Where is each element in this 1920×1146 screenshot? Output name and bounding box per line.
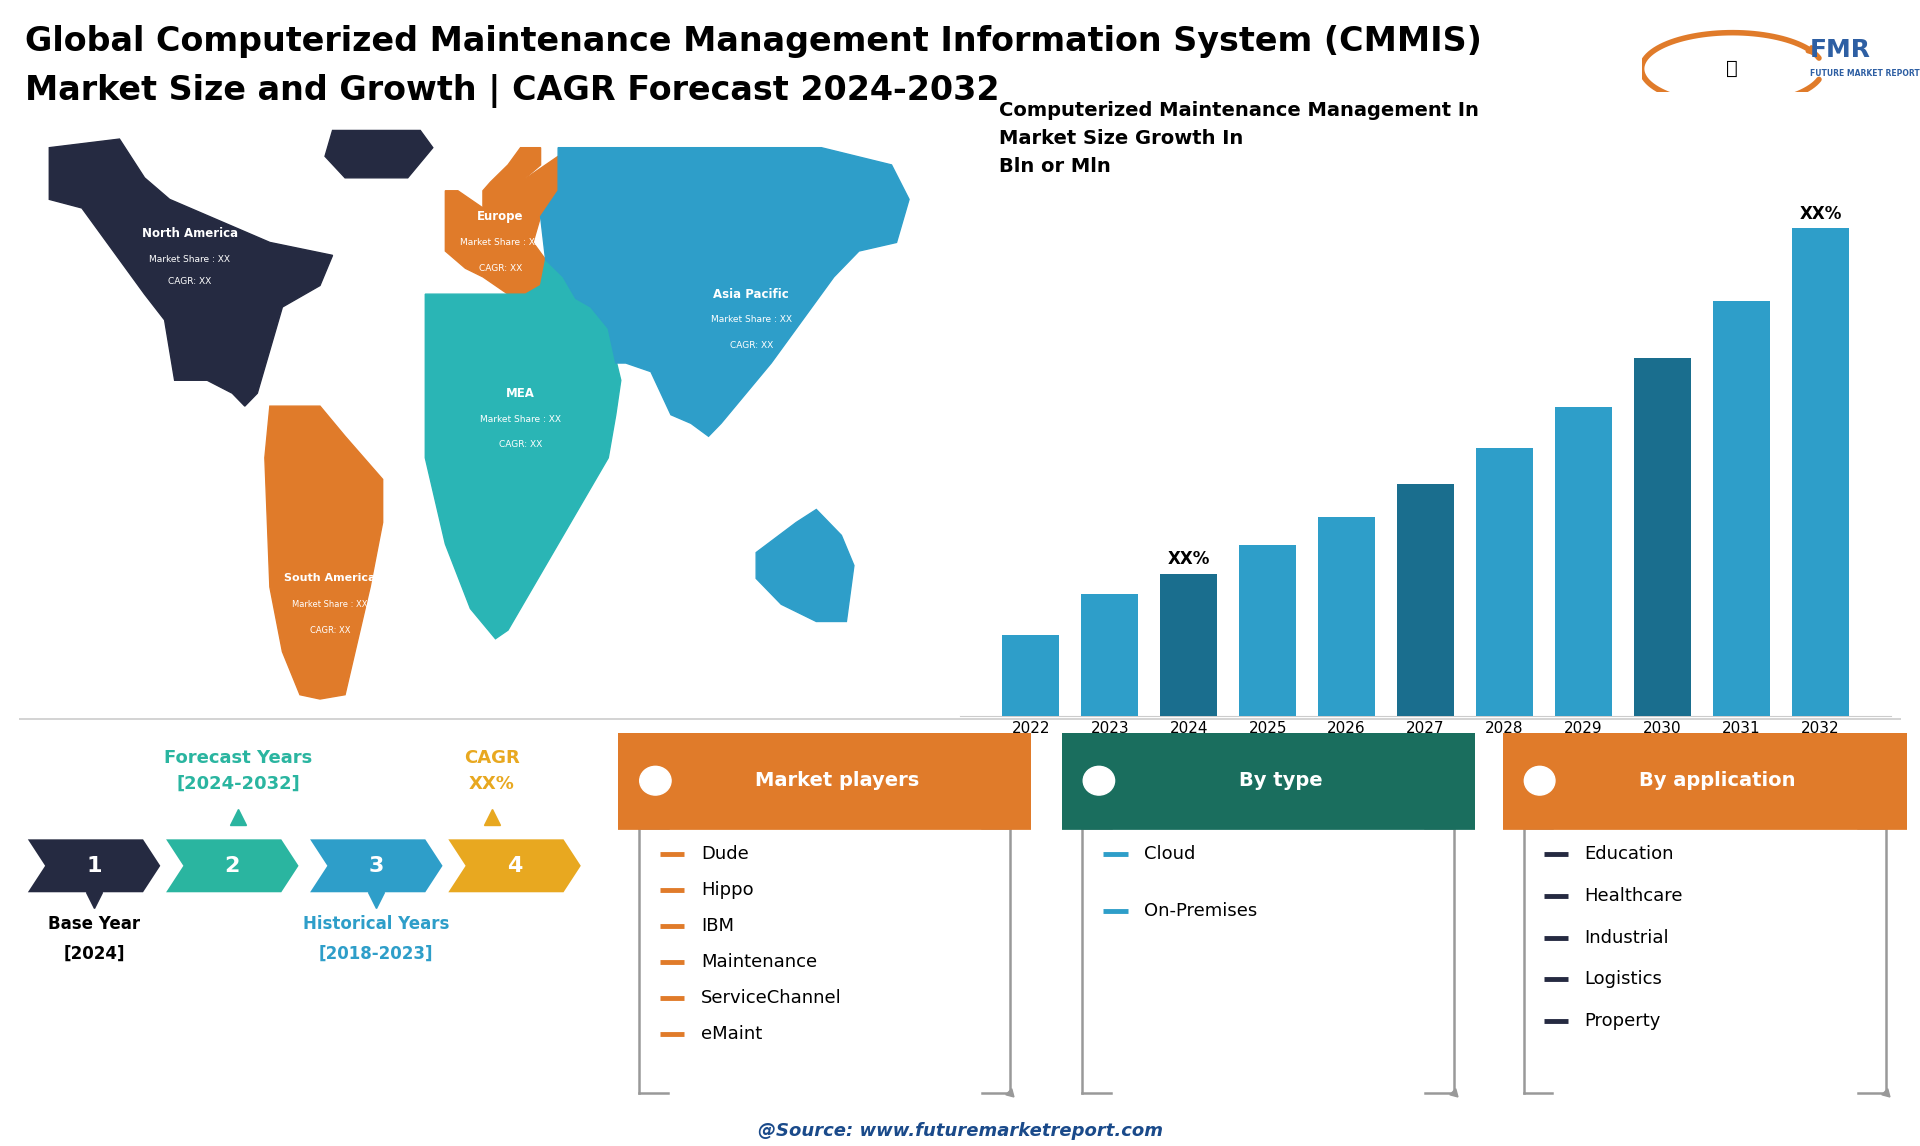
Text: Europe: Europe [478, 210, 524, 223]
Text: Market Size and Growth | CAGR Forecast 2024-2032: Market Size and Growth | CAGR Forecast 2… [25, 74, 1000, 109]
Bar [1476, 448, 1532, 716]
Bar [1634, 359, 1692, 716]
Polygon shape [445, 156, 559, 295]
Text: CAGR: XX: CAGR: XX [730, 342, 772, 351]
Polygon shape [484, 148, 541, 207]
Bar [1791, 228, 1849, 716]
Text: Forecast Years: Forecast Years [163, 748, 313, 767]
FancyBboxPatch shape [1490, 731, 1920, 830]
Text: South America: South America [284, 573, 376, 583]
Bar [1398, 485, 1453, 716]
Circle shape [1083, 767, 1116, 795]
Polygon shape [424, 260, 620, 638]
Text: Cloud: Cloud [1144, 846, 1196, 863]
Text: Market Share : XX: Market Share : XX [710, 315, 791, 324]
Text: Healthcare: Healthcare [1584, 887, 1682, 905]
Text: Maintenance: Maintenance [701, 953, 816, 972]
Bar [1238, 545, 1296, 716]
Text: Base Year: Base Year [48, 915, 140, 933]
Polygon shape [797, 295, 808, 320]
Polygon shape [447, 839, 582, 893]
Text: MEA: MEA [507, 386, 536, 400]
Text: Market Share : XX: Market Share : XX [480, 415, 561, 424]
Polygon shape [541, 148, 908, 437]
Polygon shape [165, 839, 300, 893]
Text: XX%: XX% [1799, 204, 1841, 222]
Text: CAGR: XX: CAGR: XX [478, 264, 522, 273]
Text: CAGR: CAGR [463, 748, 520, 767]
Text: eMaint: eMaint [701, 1025, 762, 1043]
Bar [1713, 301, 1770, 716]
Polygon shape [50, 139, 332, 406]
Text: @Source: www.futuremarketreport.com: @Source: www.futuremarketreport.com [758, 1122, 1162, 1140]
Bar [1081, 595, 1139, 716]
Text: FMR: FMR [1811, 38, 1872, 62]
Text: Property: Property [1584, 1012, 1661, 1030]
Text: On-Premises: On-Premises [1144, 902, 1258, 920]
Text: Industrial: Industrial [1584, 928, 1668, 947]
Bar [1002, 635, 1060, 716]
Polygon shape [27, 839, 159, 893]
Text: Computerized Maintenance Management In
Market Size Growth In
Bln or Mln: Computerized Maintenance Management In M… [998, 102, 1478, 176]
Text: Hippo: Hippo [701, 881, 753, 900]
Text: Market players: Market players [755, 771, 920, 791]
Polygon shape [559, 295, 616, 406]
Text: Market Share : XX: Market Share : XX [150, 256, 230, 265]
Bar [1160, 574, 1217, 716]
Text: Market Share : XX: Market Share : XX [292, 599, 369, 609]
Text: IBM: IBM [701, 917, 733, 935]
Text: CAGR: XX: CAGR: XX [169, 276, 211, 285]
Text: [2018-2023]: [2018-2023] [319, 945, 434, 964]
Circle shape [1524, 767, 1555, 795]
Text: CAGR: XX: CAGR: XX [309, 626, 349, 635]
Text: Logistics: Logistics [1584, 971, 1663, 988]
FancyBboxPatch shape [1046, 731, 1490, 830]
Text: ServiceChannel: ServiceChannel [701, 989, 841, 1007]
Text: Asia Pacific: Asia Pacific [712, 288, 789, 300]
Text: XX%: XX% [1167, 550, 1210, 568]
Text: FUTURE MARKET REPORT: FUTURE MARKET REPORT [1811, 70, 1920, 78]
Bar [1319, 517, 1375, 716]
Text: By application: By application [1640, 771, 1795, 791]
Text: 📢: 📢 [1726, 60, 1738, 78]
Circle shape [639, 767, 672, 795]
Text: Dude: Dude [701, 846, 749, 863]
Text: CAGR: XX: CAGR: XX [499, 440, 541, 449]
Text: Global Computerized Maintenance Management Information System (CMMIS): Global Computerized Maintenance Manageme… [25, 25, 1482, 58]
Polygon shape [756, 510, 854, 621]
Text: 4: 4 [507, 856, 522, 876]
Text: Historical Years: Historical Years [303, 915, 449, 933]
Text: By type: By type [1238, 771, 1323, 791]
Text: Education: Education [1584, 846, 1674, 863]
Text: [2024-2032]: [2024-2032] [177, 775, 300, 793]
Polygon shape [265, 406, 382, 699]
Text: North America: North America [142, 227, 238, 241]
Bar [1555, 407, 1613, 716]
Text: 3: 3 [369, 856, 384, 876]
Text: XX%: XX% [468, 775, 515, 793]
Polygon shape [324, 131, 432, 178]
Polygon shape [309, 839, 442, 893]
Text: 2: 2 [225, 856, 240, 876]
Text: 1: 1 [86, 856, 102, 876]
Text: [2024]: [2024] [63, 945, 125, 964]
Text: Market Share : XX: Market Share : XX [461, 238, 541, 246]
FancyBboxPatch shape [603, 731, 1046, 830]
